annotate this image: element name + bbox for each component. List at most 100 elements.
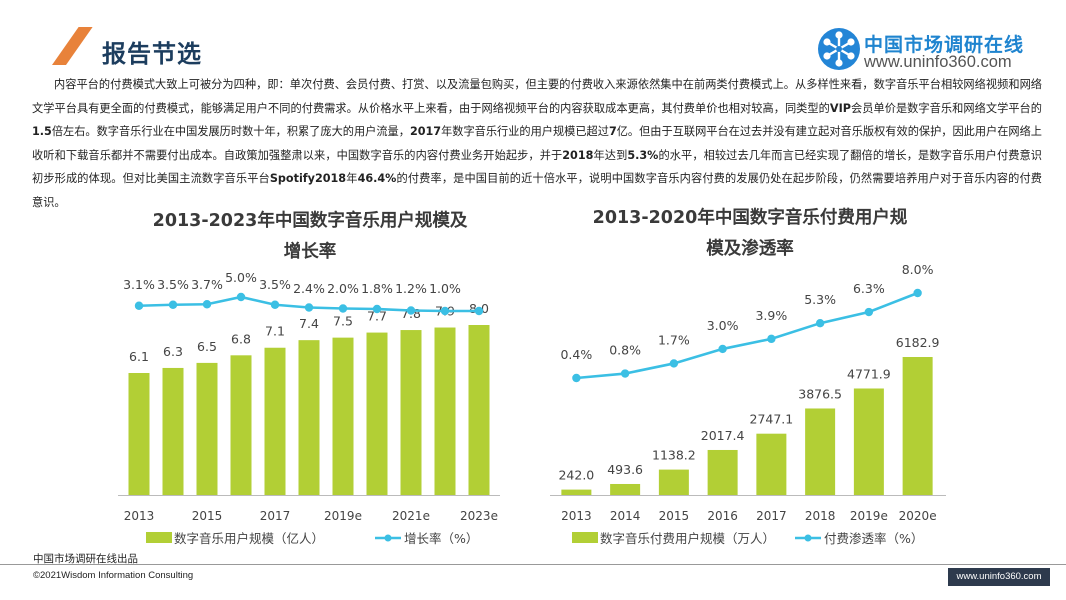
line-point	[236, 292, 246, 302]
bar	[128, 373, 150, 495]
bar	[196, 362, 218, 495]
line-value-label: 5.3%	[804, 292, 836, 307]
bar	[756, 433, 787, 495]
body-text-segment: 的付费率，是中国目前的近十倍水平，说明中国数字音乐内容付费的发展仍处在起步阶段，…	[32, 172, 1042, 209]
x-tick-label: 2017	[756, 509, 787, 523]
body-text-bold-segment: 2018	[562, 148, 594, 162]
x-tick-label: 2021e	[392, 509, 430, 523]
brand-url[interactable]: www.uninfo360.com	[864, 53, 1012, 71]
bar	[805, 408, 836, 495]
line-point	[718, 344, 727, 354]
bar	[707, 449, 738, 495]
line-value-label: 0.8%	[609, 343, 641, 358]
line-value-label: 1.8%	[361, 281, 393, 296]
line-value-label: 3.5%	[157, 277, 189, 292]
line-point	[338, 304, 348, 313]
bar-value-label: 242.0	[558, 468, 594, 483]
bar-value-label: 7.4	[299, 316, 319, 331]
bar	[434, 327, 456, 495]
bar	[162, 367, 184, 495]
bar-value-label: 6.1	[129, 349, 149, 364]
legend-line-marker	[804, 534, 812, 542]
chart1-title: 2013-2023年中国数字音乐用户规模及 增长率	[115, 206, 505, 268]
x-tick-label: 2023e	[460, 509, 498, 523]
body-text-bold-segment: VIP	[829, 101, 851, 115]
bar-value-label: 7.5	[333, 314, 353, 329]
brand-logo-block[interactable]: 中国市场调研在线 www.uninfo360.com	[818, 28, 1066, 74]
bar	[561, 489, 592, 495]
bar-value-label: 3876.5	[798, 386, 842, 401]
body-text-segment: 年	[346, 172, 358, 185]
x-tick-label: 2020e	[899, 509, 937, 523]
line-value-label: 3.9%	[755, 308, 787, 323]
body-text-bold-segment: 2017	[409, 125, 442, 138]
legend-line-marker	[384, 534, 392, 542]
body-text-segment: 会员单价是数字音乐和网络文学平台的	[850, 101, 1042, 115]
line-point	[669, 359, 679, 368]
footer-copyright: ©2021Wisdom Information Consulting	[33, 570, 194, 581]
bar-value-label: 493.6	[607, 462, 643, 477]
x-tick-label: 2015	[192, 509, 223, 523]
line-point	[864, 307, 874, 317]
x-tick-label: 2014	[610, 509, 641, 523]
line-value-label: 3.7%	[191, 277, 223, 292]
line-point	[134, 301, 144, 310]
chart2-title: 2013-2020年中国数字音乐付费用户规 模及渗透率	[555, 203, 945, 265]
bar	[298, 340, 320, 495]
line-point	[620, 369, 630, 378]
bar-value-label: 7.1	[265, 324, 285, 339]
body-text-segment: 的水平，相较过去几年而言已经实现了翻倍的增长，是数字音乐用户付费意识初步形成的体…	[32, 148, 1042, 186]
bar-value-label: 2017.4	[701, 428, 745, 443]
chart2-title-line2: 模及渗透率	[706, 239, 794, 259]
line-point	[406, 306, 416, 315]
legend-line-label: 增长率（%）	[404, 531, 478, 546]
x-tick-label: 2013	[561, 509, 592, 523]
bar-value-label: 1138.2	[652, 448, 696, 463]
body-text-segment: 亿。但由于互联网平台在过去并没有建立起对音乐版权有效的保护，因此用户在网络上收听…	[32, 125, 1042, 162]
body-text-segment: 年数字音乐行业的用户规模已超过	[441, 125, 609, 138]
bar-value-label: 6182.9	[896, 335, 940, 350]
chart2-title-line1: 2013-2020年中国数字音乐付费用户规	[592, 208, 908, 228]
line-value-label: 6.3%	[853, 281, 885, 296]
x-tick-label: 2019e	[324, 509, 362, 523]
line-point	[304, 303, 314, 312]
line-value-label: 1.7%	[658, 332, 690, 347]
legend-bar-label: 数字音乐付费用户规模（万人）	[600, 531, 775, 546]
bar	[332, 337, 354, 495]
line-series	[576, 291, 919, 380]
bar	[610, 483, 641, 495]
footer-url-badge[interactable]: www.uninfo360.com	[948, 568, 1050, 586]
bar	[902, 357, 933, 495]
report-body-paragraph: 内容平台的付费模式大致上可被分为四种，即：单次付费、会员付费、打赏、以及流量包购…	[32, 73, 1042, 214]
x-tick-label: 2015	[659, 509, 690, 523]
body-text-segment: 倍左右。数字音乐行业在中国发展历时数十年，积累了庞大的用户流量，	[51, 125, 410, 138]
bar-value-label: 6.8	[231, 331, 251, 346]
line-value-label: 3.5%	[259, 277, 291, 292]
x-tick-label: 2017	[260, 509, 291, 523]
x-tick-label: 2018	[805, 509, 836, 523]
bar	[853, 388, 884, 495]
line-point	[440, 306, 450, 316]
line-point	[572, 373, 581, 383]
x-tick-label: 2016	[707, 509, 738, 523]
chart2-paid-users-penetration: 242.0 493.6 1138.2 2017.4 2747.1 3876.5 4771.9…	[550, 262, 946, 546]
bar	[230, 355, 252, 495]
bar	[658, 469, 689, 495]
bar-value-label: 6.5	[197, 339, 217, 354]
body-text-segment: 内容平台的付费模式大致上可被分为四种，即：单次付费、会员付费、打赏、以及流量包购…	[32, 78, 1042, 115]
brand-name: 中国市场调研在线	[864, 34, 1025, 56]
footer-source: 中国市场调研在线出品	[33, 553, 138, 565]
chart1-title-line2: 增长率	[283, 242, 337, 262]
body-text-bold-segment: Spotify2018	[269, 172, 347, 185]
brand-logo-icon	[818, 28, 860, 70]
line-value-label: 8.0%	[902, 262, 934, 277]
line-point	[767, 334, 776, 344]
line-point	[474, 306, 484, 316]
bar-value-label: 7.7	[367, 309, 387, 324]
body-text-bold-segment: 46.4%	[357, 172, 397, 185]
line-value-label: 3.1%	[123, 277, 155, 292]
line-value-label: 2.4%	[293, 281, 325, 296]
bar-value-label: 6.3	[163, 344, 183, 359]
line-value-label: 2.0%	[327, 281, 359, 296]
line-value-label: 1.0%	[429, 281, 461, 296]
